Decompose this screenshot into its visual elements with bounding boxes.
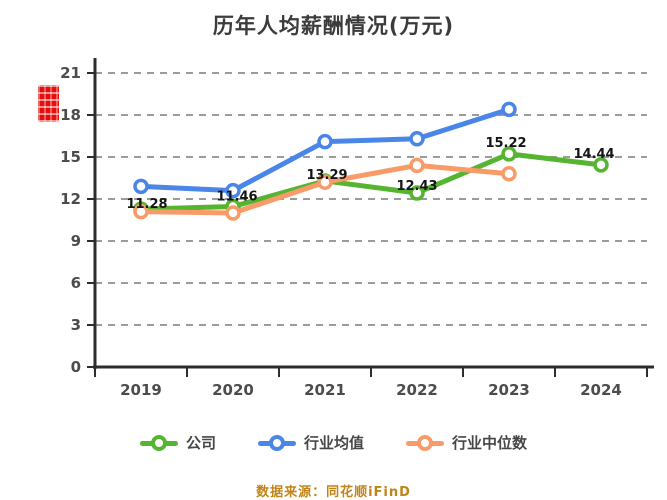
x-tick-label: 2021 (304, 381, 346, 399)
y-tick-label: 18 (60, 106, 81, 124)
x-tick-label: 2020 (212, 381, 254, 399)
data-point-0 (409, 185, 425, 201)
data-point-label: 11.28 (126, 197, 167, 212)
data-point-1 (501, 101, 517, 118)
chart-title: 历年人均薪酬情况(万元) (212, 14, 455, 38)
legend-label-company: 公司 (185, 434, 216, 452)
data-point-label: 11.46 (216, 190, 257, 205)
legend-item-industry-mean: 行业均值 (257, 432, 364, 453)
legend-item-company: 公司 (139, 432, 216, 453)
data-point-0 (593, 157, 609, 173)
y-tick-label: 15 (60, 148, 81, 166)
data-point-1 (409, 131, 425, 147)
data-point-2 (225, 205, 241, 221)
data-point-label: 13.29 (306, 168, 347, 183)
y-tick-label: 6 (71, 274, 81, 292)
data-point-2 (133, 203, 149, 220)
x-tick-label: 2019 (120, 381, 162, 399)
data-point-1 (225, 182, 241, 199)
data-point-2 (317, 174, 333, 190)
data-point-label: 15.22 (485, 136, 526, 151)
data-point-2 (409, 157, 425, 174)
x-tick-label: 2022 (396, 381, 438, 399)
x-tick-label: 2024 (580, 381, 622, 399)
data-point-0 (501, 146, 517, 162)
legend-marker-industry-mean-icon (257, 434, 296, 452)
series-line-0 (138, 151, 604, 212)
legend-item-industry-median: 行业中位数 (406, 432, 527, 453)
data-point-1 (317, 133, 333, 150)
legend-label-industry-median: 行业中位数 (452, 434, 528, 452)
data-source-note: 数据来源：同花顺iFinD (256, 485, 411, 500)
y-tick-label: 3 (71, 316, 81, 334)
data-point-2 (501, 166, 517, 182)
legend-label-industry-mean: 行业均值 (303, 434, 364, 452)
y-tick-label: 21 (60, 64, 81, 82)
data-point-label: 14.44 (573, 147, 614, 162)
y-tick-label: 12 (60, 190, 81, 208)
y-tick-label: 0 (71, 358, 81, 376)
data-point-label: 12.43 (396, 179, 437, 194)
legend-marker-company-icon (139, 434, 178, 452)
legend-marker-industry-median-icon (406, 434, 444, 452)
red-watermark-logo (38, 85, 59, 122)
data-point-1 (133, 178, 149, 195)
y-tick-label: 9 (71, 232, 81, 250)
chart-legend: 公司 行业均值 行业中位数 (0, 432, 667, 453)
x-tick-label: 2023 (488, 381, 530, 399)
